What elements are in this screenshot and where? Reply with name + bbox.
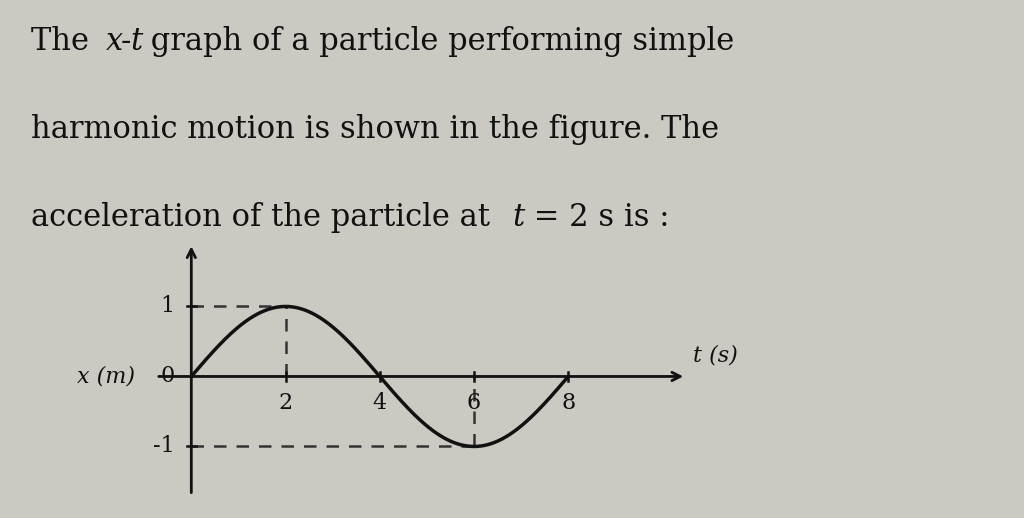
Text: = 2 s is :: = 2 s is : bbox=[524, 202, 670, 233]
Text: -1: -1 bbox=[153, 436, 175, 457]
Text: t: t bbox=[130, 26, 142, 57]
Text: graph of a particle performing simple: graph of a particle performing simple bbox=[141, 26, 734, 57]
Text: 4: 4 bbox=[373, 392, 387, 414]
Text: 2: 2 bbox=[279, 392, 293, 414]
Text: 6: 6 bbox=[467, 392, 481, 414]
Text: x (m): x (m) bbox=[78, 366, 135, 387]
Text: acceleration of the particle at: acceleration of the particle at bbox=[31, 202, 500, 233]
Text: t (s): t (s) bbox=[693, 344, 738, 366]
Text: t: t bbox=[512, 202, 524, 233]
Text: harmonic motion is shown in the figure. The: harmonic motion is shown in the figure. … bbox=[31, 114, 719, 145]
Text: 1: 1 bbox=[161, 295, 175, 318]
Text: -: - bbox=[121, 26, 131, 57]
Text: x: x bbox=[105, 26, 123, 57]
Text: The: The bbox=[31, 26, 98, 57]
Text: 0: 0 bbox=[161, 366, 175, 387]
Text: 8: 8 bbox=[561, 392, 575, 414]
